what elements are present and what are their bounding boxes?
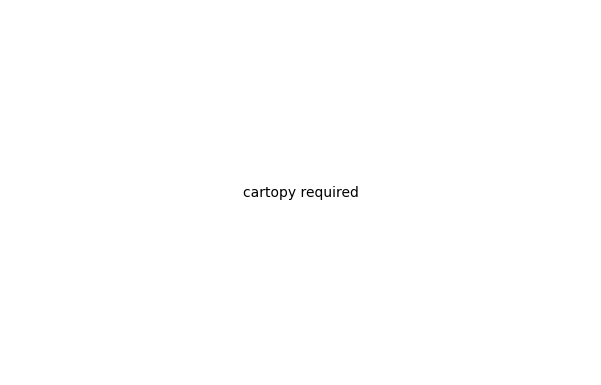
Text: cartopy required: cartopy required — [243, 186, 358, 199]
